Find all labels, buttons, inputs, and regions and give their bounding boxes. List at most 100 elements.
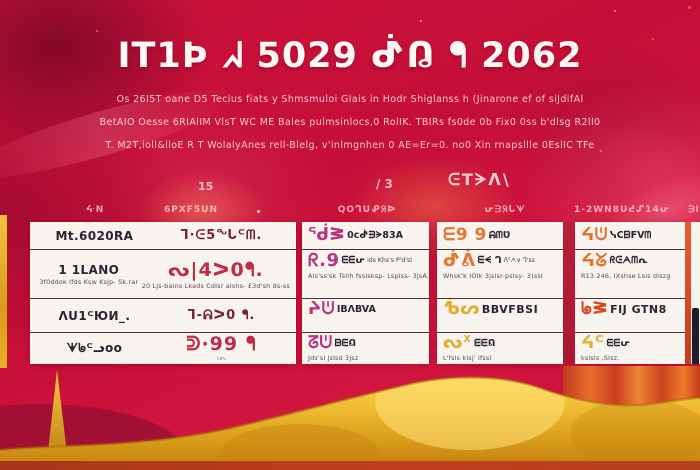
column-header: ᗱI (688, 205, 700, 215)
row-label: Mt.6020RA (55, 228, 134, 243)
price-card: ᗴ9 9 ᕱᗰᕟ ᕸᕖ ᗴᗕ ᒉ ᐱᑦᗅ∨ ᒉ'ss Whsk'k IOIk 3jslsr… (437, 222, 563, 364)
card-row: 1 1LANO 3f0ddok Ifds Ksw Ksjp- Sk.rar ᔓ|4ᐳ… (30, 249, 296, 298)
row-value: ᔦᕪ (581, 333, 605, 353)
card-row: ᕸᕖ ᗴᗕ ᒉ ᐱᑦᗅ∨ ᒉ'ss Whsk'k IOIk 3jslsr-pslsy-… (437, 249, 563, 298)
row-value-suffix: ᖇᕮᗅᗰᕆ (609, 255, 648, 267)
card-row: ᗖᖚᕪᓗoo ᕲ·99 ᖳ ᔅᕽᔅ (30, 332, 296, 364)
row-line: ᖂᕒ 0cᕸᗲᗒ83A (308, 224, 403, 245)
row-value-sub: ᔅᕽᔅ (216, 356, 226, 364)
row-value-cell: ᒣ·ᕮ5ᖓᕪᗰ. (153, 228, 290, 243)
row-sub: Whsk'k IOIk 3jslsr-pslsy- 3)ssl (443, 271, 543, 280)
row-value: ᔓᕽ (443, 333, 472, 353)
card-row: ᗴ9 9 ᕱᗰᕟ (437, 222, 563, 249)
row-line: ᘔᕫ ᗷᗴᕠ (308, 333, 426, 353)
row-sub: Jds'sl jslsd 3jsz (308, 353, 359, 362)
sparkle-dot (96, 30, 98, 32)
row-label: ᐱU1ᕪЮИ_. (58, 308, 131, 323)
row-value: ᒣ·ᕮ5ᖓᕪᗰ. (180, 228, 263, 243)
row-value: ᒣ-ᕱᐳ0 ᖳ. (187, 308, 256, 323)
card-row: ᖂᕒ 0cᕸᗲᗒ83A (302, 222, 429, 249)
price-card-partial (691, 222, 700, 364)
card-row: ᔨᕫ IBᐱBVA (302, 298, 429, 332)
row-value: ᔦᘜ (581, 250, 608, 271)
row-value: ᔓ|4ᐳ0ᖳ. (167, 258, 264, 281)
card-row: Mt.6020RA ᒣ·ᕮ5ᖓᕪᗰ. (30, 222, 296, 249)
card-divider-bar (685, 222, 691, 364)
row-value-suffix: BBVFBSI (481, 303, 539, 317)
row-value-suffix: 0cᕸᗲᗒ83A (347, 229, 403, 241)
row-value-suffix: ᗴᗴᕂ (341, 255, 366, 267)
card-row: ᔦᕪ ᗴᗴᕂ kslsls ,Slsz. (575, 332, 685, 364)
row-label-sub: 3f0ddok Ifds Ksw Ksjp- Sk.rar (39, 277, 139, 286)
row-label: 1 1LANO (58, 262, 120, 277)
row-value-suffix: ᗴᗴᕂ (606, 337, 631, 349)
sparkle-dot (420, 20, 422, 22)
row-line: ᖇ.9 ᗴᗴᕂ ids Khs's P'd'sl (308, 250, 426, 271)
row-sub: Als'ss'sk TslIh fsslsksp- Lspiss- 3jsA.s… (308, 271, 429, 280)
row-line: ᕺᔕ BBVFBSI (443, 299, 560, 319)
row-value-cell: ᒣ-ᕱᐳ0 ᖳ. (153, 308, 290, 323)
product-thumbnail (692, 308, 699, 364)
row-value-suffix: FIJ GTN8 (610, 303, 667, 317)
row-value: ᕺᔕ (443, 299, 480, 319)
price-card: Mt.6020RA ᒣ·ᕮ5ᖓᕪᗰ. 1 1LANO 3f0ddok Ifds Ksw… (30, 222, 296, 364)
gold-wave-decoration (0, 366, 700, 470)
column-header: ᕂᗱᖆᒐᗖ (484, 205, 526, 215)
card-row: ᔦᕫ ᓭCᗷFVᗰ (575, 222, 685, 249)
column-header: 1-2WN8Uᕍᔑ14ᕂ (573, 205, 670, 215)
column-header: ᔰN (85, 205, 105, 215)
row-value-cell: ᕲ·99 ᖳ ᔅᕽᔅ (153, 333, 290, 364)
row-value: ᘔᕫ (308, 333, 333, 353)
subtitle-line: Os 26I5T oane D5 Tecius fiats y Shmsmulo… (116, 94, 584, 105)
row-line: ᔓᕽ ᗴᗴᕠ (443, 333, 560, 353)
column-header: 6PXF5UN (163, 205, 219, 215)
row-value: ᕲ·99 ᖳ (186, 333, 257, 355)
card-row: ᔓᕽ ᗴᗴᕠ L'fsls klsj' ifssl (437, 332, 563, 364)
floating-label: ᕮTᗒᐱ\ (448, 170, 511, 189)
row-value: ᕸᕖ (443, 250, 476, 271)
sparkle-dot (614, 10, 616, 12)
card-row: ᐱU1ᕪЮИ_. ᒣ-ᕱᐳ0 ᖳ. (30, 298, 296, 332)
row-value-note: ids Khs's P'd'sl (367, 257, 412, 265)
row-label-cell: 1 1LANO 3f0ddok Ifds Ksw Ksjp- Sk.rar (36, 263, 142, 286)
card-row: ᖇ.9 ᗴᗴᕂ ids Khs's P'd'sl Als'ss'sk TslIh fs… (302, 249, 429, 298)
row-value: ᖇ.9 (308, 250, 340, 271)
row-value-cell: ᔓ|4ᐳ0ᖳ. 20 Ljs-bains Lkads Cdlsr alshs- £… (142, 259, 290, 290)
row-line: ᖚᕒ FIJ GTN8 (581, 299, 682, 319)
card-row: ᕺᔕ BBVFBSI (437, 298, 563, 332)
row-line: ᔦᕪ ᗴᗴᕂ (581, 333, 682, 353)
row-value-suffix: ᗷᗴᕠ (334, 337, 357, 349)
row-sub: kslsls ,Slsz. (581, 353, 620, 362)
subtitle-line: T. M2T,ioll&lloE R T WolalyAnes rell-Ble… (105, 140, 595, 151)
row-sub: R13 246, IXshse Lsis dlszg (581, 271, 671, 280)
row-label-cell: ᐱU1ᕪЮИ_. (36, 309, 153, 323)
row-value-suffix: ᕱᗰᕟ (488, 229, 511, 241)
banner-title: IT1Þ ᖽ 5029 ᕸᕡ ᖳ 2062 (117, 36, 583, 76)
card-divider-bar (563, 222, 573, 364)
card-row: ᘔᕫ ᗷᗴᕠ Jds'sl jslsd 3jsz (302, 332, 429, 364)
row-line: ᕸᕖ ᗴᗕ ᒉ ᐱᑦᗅ∨ ᒉ'ss (443, 250, 560, 271)
price-card: ᖂᕒ 0cᕸᗲᗒ83A ᖇ.9 ᗴᗴᕂ ids Khs's P'd'sl Als'ss's… (302, 222, 429, 364)
floating-label: / 3 (376, 177, 393, 191)
row-line: ᔦᘜ ᖇᕮᗅᗰᕆ (581, 250, 682, 271)
row-value-note: ᐱᑦᗅ∨ ᒉ'ss (503, 257, 535, 265)
row-value: ᖂᕒ (308, 224, 346, 245)
row-label-cell: Mt.6020RA (36, 229, 153, 243)
row-value: ᖚᕒ (581, 299, 609, 319)
row-label: ᗖᖚᕪᓗoo (66, 341, 123, 355)
row-line: ᔨᕫ IBᐱBVA (308, 300, 426, 319)
row-value-suffix: ᗴᗴᕠ (473, 337, 496, 349)
row-value-suffix: ᗴᗕ ᒉ (477, 255, 502, 267)
column-header: QOᒉUᕵᖆᐅ (337, 205, 397, 215)
row-line: ᔦᕫ ᓭCᗷFVᗰ (581, 226, 651, 245)
card-row: ᔦᘜ ᖇᕮᗅᗰᕆ R13 246, IXshse Lsis dlszg (575, 249, 685, 298)
row-value: ᗴ9 9 (443, 224, 487, 245)
row-value-sub: 20 Ljs-bains Lkads Cdlsr alshs- £3d'sh d… (141, 281, 290, 290)
row-value-suffix: IBᐱBVA (336, 303, 376, 315)
gold-edge-decoration (0, 215, 7, 368)
card-row: ᖚᕒ FIJ GTN8 (575, 298, 685, 332)
sparkle-dot (257, 210, 260, 213)
row-sub: L'fsls klsj' ifssl (443, 353, 492, 362)
row-line: ᗴ9 9 ᕱᗰᕟ (443, 224, 511, 245)
